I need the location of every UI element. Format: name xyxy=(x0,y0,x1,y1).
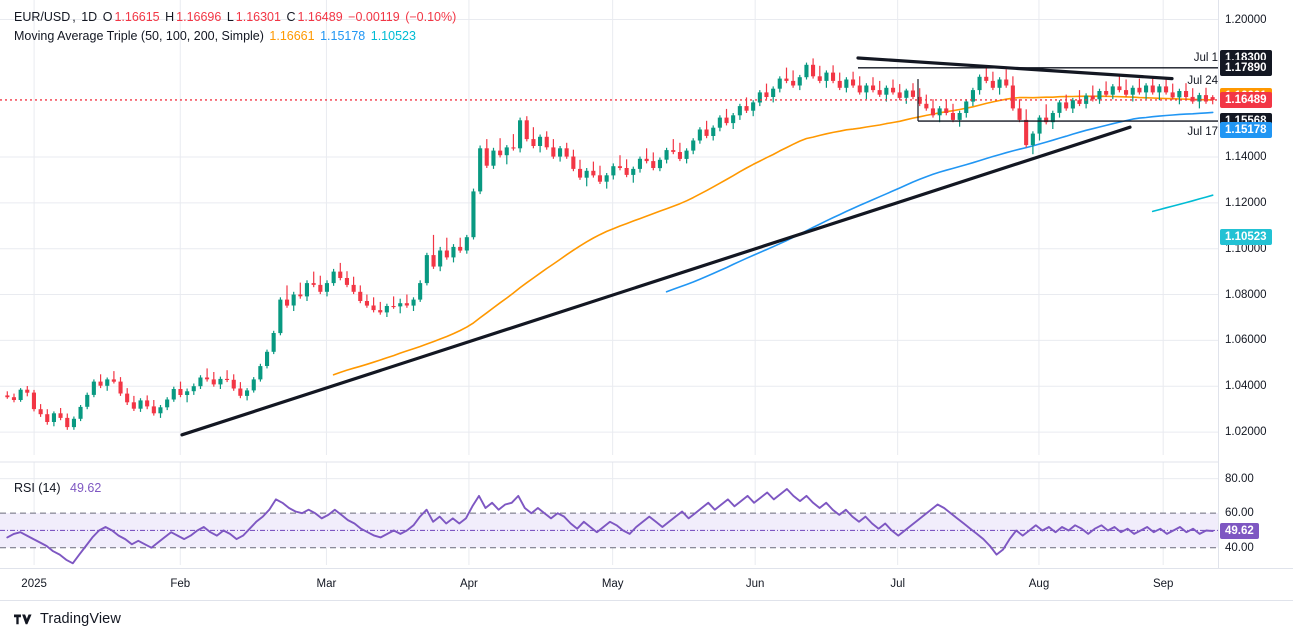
rsi-axis-pill[interactable]: 49.62 xyxy=(1220,523,1259,540)
rsi-name[interactable]: RSI (14) xyxy=(14,481,61,495)
low-label: L xyxy=(226,10,234,24)
price-axis-pill[interactable]: 1.15178 xyxy=(1220,122,1272,138)
rsi-tick: 40.00 xyxy=(1225,541,1254,554)
price-axis-pill[interactable]: 1.16489 xyxy=(1220,91,1272,108)
time-tick: Jul xyxy=(890,578,906,590)
symbol-name[interactable]: EUR/USD xyxy=(14,10,71,24)
time-tick: Apr xyxy=(459,578,478,590)
price-tick: 1.20000 xyxy=(1225,13,1267,26)
grid-lines xyxy=(0,0,1218,565)
chart-canvas[interactable] xyxy=(0,0,1293,600)
time-tick: 2025 xyxy=(21,578,47,590)
price-tick: 1.04000 xyxy=(1225,380,1267,393)
price-tick: 1.12000 xyxy=(1225,196,1267,209)
price-tick: 1.10000 xyxy=(1225,242,1267,255)
ma200-value: 1.10523 xyxy=(370,29,416,43)
time-tick: Mar xyxy=(316,578,337,590)
tradingview-wordmark: TradingView xyxy=(40,611,121,627)
low-value: 1.16301 xyxy=(235,10,281,24)
time-tick: Sep xyxy=(1152,578,1174,590)
change-percent: (−0.10%) xyxy=(405,10,457,24)
ma-100-line xyxy=(665,111,1214,293)
rsi-tick: 80.00 xyxy=(1225,472,1254,485)
interval-label[interactable]: 1D xyxy=(81,10,98,24)
rising-support-trendline xyxy=(180,125,1132,437)
price-tick: 1.02000 xyxy=(1225,426,1267,439)
ma100-value: 1.15178 xyxy=(320,29,366,43)
time-axis[interactable]: 2025 Feb Mar Apr May Jun Jul Aug Sep xyxy=(0,568,1293,600)
rsi-value: 49.62 xyxy=(70,481,102,495)
change-value: −0.00119 xyxy=(348,10,400,24)
ma-50-line xyxy=(332,95,1214,376)
time-tick: Aug xyxy=(1028,578,1050,590)
rsi-tick: 60.00 xyxy=(1225,507,1254,520)
high-value: 1.16696 xyxy=(176,10,222,24)
time-tick: May xyxy=(601,578,624,590)
price-axis[interactable]: 1.20000 1.14000 1.12000 1.10000 1.08000 1.060… xyxy=(1218,0,1293,568)
price-tick: 1.08000 xyxy=(1225,288,1267,301)
footer-bar: TradingView xyxy=(0,600,1293,637)
tradingview-logo[interactable]: TradingView xyxy=(14,611,121,627)
close-label: C xyxy=(286,10,296,24)
high-label: H xyxy=(165,10,175,24)
ma-200-line xyxy=(1151,194,1214,213)
drawings[interactable] xyxy=(180,56,1218,437)
open-value: 1.16615 xyxy=(114,10,160,24)
symbol-ohlc-row[interactable]: EUR/USD, 1D O 1.16615 H 1.16696 L 1.16301 C… xyxy=(14,10,457,24)
candle-series[interactable] xyxy=(5,58,1215,430)
chart-legend: EUR/USD, 1D O 1.16615 H 1.16696 L 1.16301 C… xyxy=(14,8,458,46)
rsi-line xyxy=(6,488,1214,565)
indicator-name[interactable]: Moving Average Triple (50, 100, 200, Sim… xyxy=(14,29,264,43)
drawing-date-label[interactable]: Jul 17 xyxy=(1187,125,1218,138)
price-axis-pill[interactable]: 1.17890 xyxy=(1220,59,1272,76)
chart-stage[interactable] xyxy=(0,0,1293,600)
time-tick: Jun xyxy=(745,578,765,590)
open-label: O xyxy=(102,10,113,24)
drawing-date-label[interactable]: Jul 24 xyxy=(1187,75,1218,88)
price-tick: 1.06000 xyxy=(1225,334,1267,347)
tradingview-glyph-icon xyxy=(14,614,32,624)
close-value: 1.16489 xyxy=(297,10,343,24)
price-axis-pill[interactable]: 1.10523 xyxy=(1220,228,1272,245)
drawing-date-label[interactable]: Jul 1 xyxy=(1193,52,1218,65)
time-tick: Feb xyxy=(170,578,191,590)
price-tick: 1.14000 xyxy=(1225,151,1267,163)
indicator-row[interactable]: Moving Average Triple (50, 100, 200, Sim… xyxy=(14,27,458,46)
ma50-value: 1.16661 xyxy=(269,29,315,43)
rsi-legend[interactable]: RSI (14) 49.62 xyxy=(14,481,101,495)
